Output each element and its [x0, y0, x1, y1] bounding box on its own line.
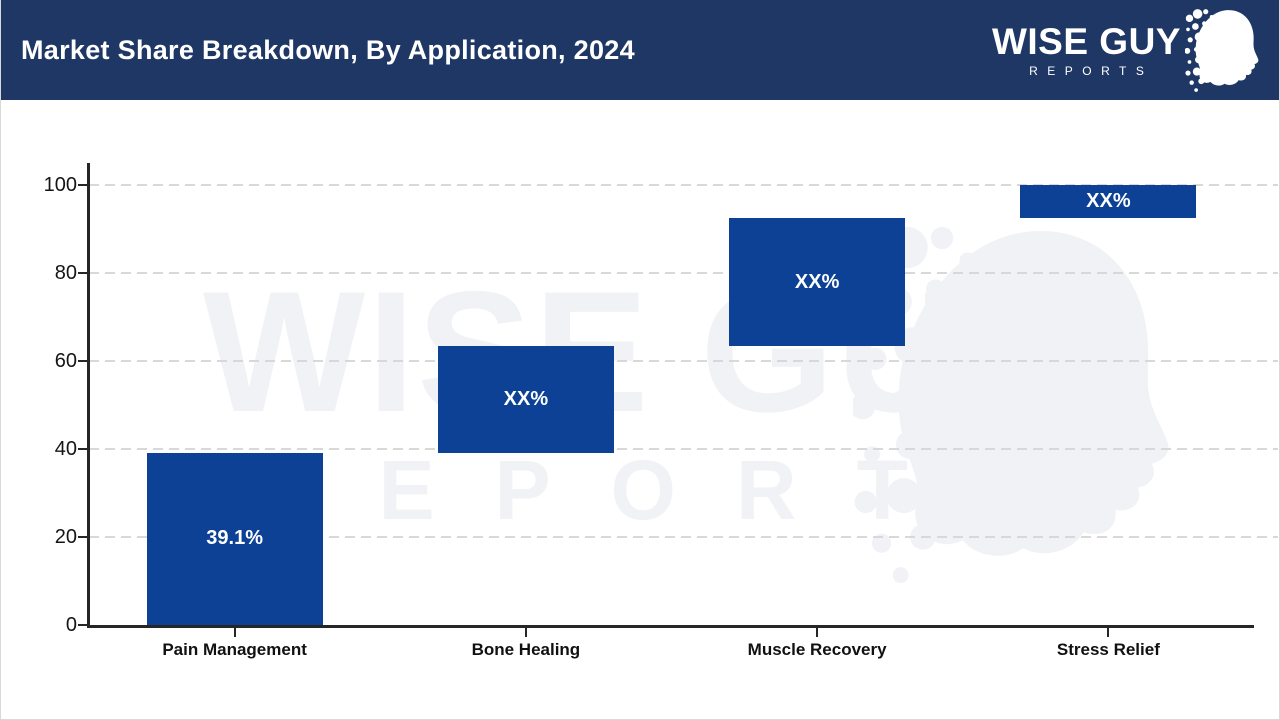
gridline-80 [89, 272, 1278, 274]
y-tick-label: 0 [65, 614, 77, 636]
logo-subtitle: REPORTS [1029, 64, 1154, 78]
y-tick [78, 360, 88, 362]
y-tick [78, 536, 88, 538]
y-tick-label: 40 [54, 438, 77, 460]
x-category-label-muscle-recovery: Muscle Recovery [747, 640, 887, 659]
gridline-100 [89, 184, 1278, 186]
y-tick-label: 20 [54, 526, 77, 548]
y-tick [78, 624, 88, 626]
y-tick-label: 100 [43, 174, 77, 196]
gridline-20 [89, 536, 1278, 538]
watermark-head-icon [849, 222, 1171, 593]
bar-value-label-muscle-recovery: XX% [794, 270, 840, 293]
gridline-40 [89, 448, 1278, 450]
bar-stress-relief: XX% [1020, 185, 1197, 218]
x-tick-pain-management [233, 628, 236, 637]
bar-pain-management: 39.1% [146, 452, 323, 625]
header: Market Share Breakdown, By Application, … [1, 0, 1279, 100]
y-tick-label: 60 [54, 350, 77, 372]
bar-value-label-bone-healing: XX% [503, 388, 549, 411]
y-tick [78, 272, 88, 274]
bar-muscle-recovery: XX% [729, 217, 906, 347]
x-tick-stress-relief [1107, 628, 1110, 637]
x-category-label-stress-relief: Stress Relief [1056, 640, 1160, 659]
bar-bone-healing: XX% [437, 346, 614, 453]
y-tick [78, 448, 88, 450]
x-axis-line [87, 625, 1254, 628]
x-tick-bone-healing [524, 628, 527, 637]
logo-text: WISE GUY REPORTS [992, 23, 1181, 77]
y-axis-line [87, 163, 90, 627]
wiseguy-logo: WISE GUY REPORTS [992, 8, 1259, 93]
bar-value-label-pain-management: 39.1% [206, 527, 263, 550]
bar-value-label-stress-relief: XX% [1086, 189, 1131, 212]
chart-title: Market Share Breakdown, By Application, … [21, 34, 635, 65]
x-category-label-bone-healing: Bone Healing [471, 640, 581, 659]
gridline-60 [89, 360, 1278, 362]
x-tick-muscle-recovery [816, 628, 819, 637]
wiseguy-head-icon [1185, 8, 1259, 93]
x-category-label-pain-management: Pain Management [162, 640, 307, 659]
logo-wordmark: WISE GUY [991, 21, 1181, 62]
y-tick [78, 184, 88, 186]
y-tick-label: 80 [54, 262, 77, 284]
